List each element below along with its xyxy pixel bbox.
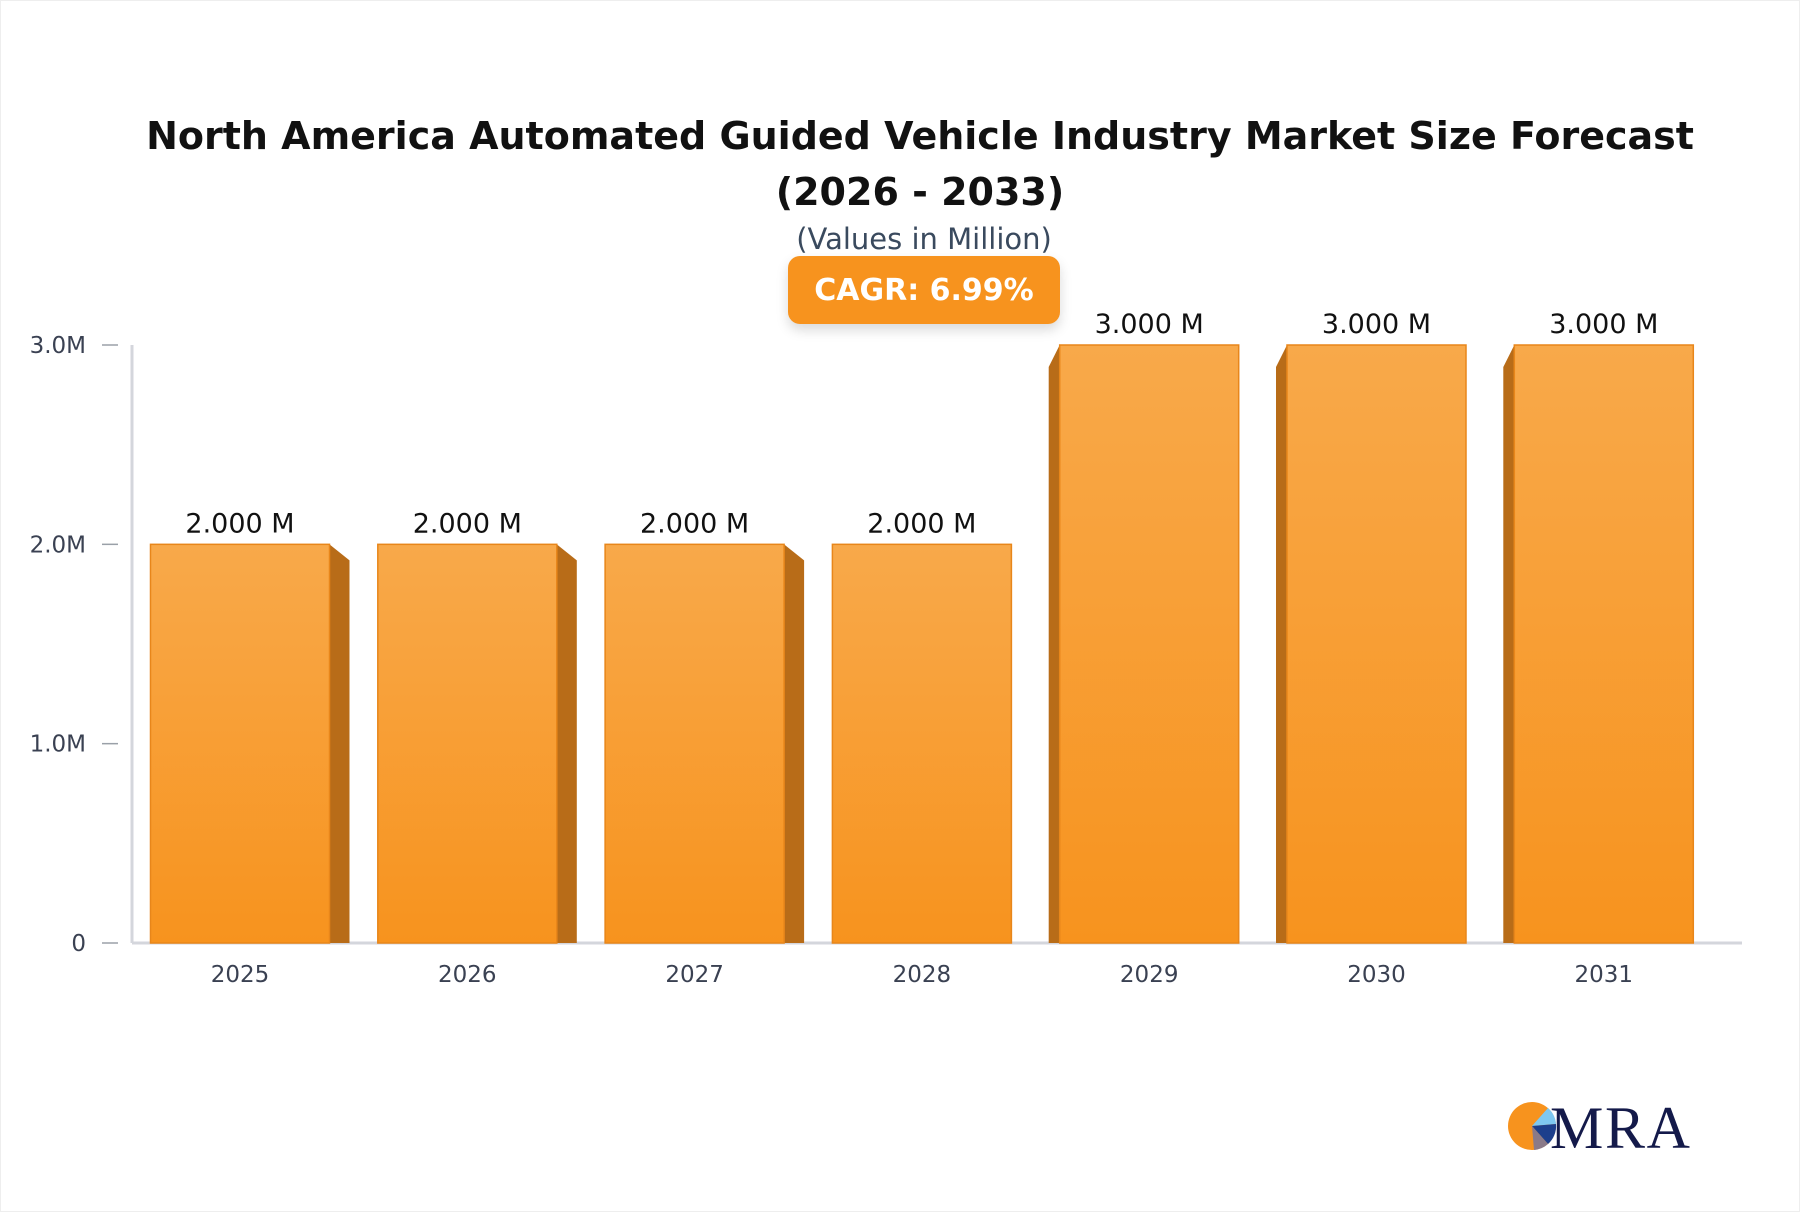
bar-2028: 2.000 M 2028 — [831, 508, 1013, 988]
x-tick-label: 2026 — [438, 962, 497, 988]
bar-2031: 3.000 M 2031 — [1503, 309, 1695, 988]
bar-side — [329, 544, 350, 943]
y-tick-label: 3.0M — [30, 333, 86, 359]
bar-side — [556, 544, 577, 943]
bar-side — [784, 544, 805, 943]
y-tick-label: 1.0M — [30, 732, 86, 758]
chart-subtitle: (Values in Million) — [796, 222, 1052, 256]
data-label: 3.000 M — [1322, 309, 1431, 340]
x-tick-label: 2031 — [1575, 962, 1634, 988]
bar — [149, 543, 331, 944]
bar — [1513, 344, 1695, 944]
x-tick-label: 2025 — [211, 962, 270, 988]
bar-side — [1503, 345, 1515, 943]
bar-side — [1276, 345, 1287, 943]
mra-logo: MRA — [1504, 1096, 1704, 1156]
data-label: 3.000 M — [1095, 309, 1204, 340]
logo-text: MRA — [1550, 1096, 1690, 1156]
data-label: 3.000 M — [1549, 309, 1658, 340]
y-tick-label: 2.0M — [30, 532, 86, 558]
x-tick-label: 2028 — [893, 962, 952, 988]
bar-2030: 3.000 M 2030 — [1276, 309, 1467, 988]
logo-pie-icon: MRA — [1508, 1096, 1690, 1156]
bar-2029: 3.000 M 2029 — [1048, 309, 1240, 988]
data-label: 2.000 M — [640, 508, 749, 539]
x-tick-label: 2029 — [1120, 962, 1179, 988]
bar-2026: 2.000 M 2026 — [377, 508, 577, 988]
bar — [1286, 344, 1467, 944]
data-label: 2.000 M — [867, 508, 976, 539]
data-label: 2.000 M — [413, 508, 522, 539]
bar-2027: 2.000 M 2027 — [604, 508, 805, 988]
bar — [831, 543, 1013, 944]
bar-2025: 2.000 M 2025 — [149, 508, 350, 988]
bar — [377, 543, 558, 944]
data-label: 2.000 M — [185, 508, 294, 539]
bar-side — [1048, 345, 1060, 943]
bar — [604, 543, 785, 944]
x-tick-label: 2030 — [1347, 962, 1406, 988]
bar — [1058, 344, 1240, 944]
cagr-badge: CAGR: 6.99% — [788, 256, 1060, 324]
y-tick-label: 0 — [71, 931, 86, 957]
chart-title: North America Automated Guided Vehicle I… — [146, 114, 1694, 214]
x-tick-label: 2027 — [665, 962, 724, 988]
